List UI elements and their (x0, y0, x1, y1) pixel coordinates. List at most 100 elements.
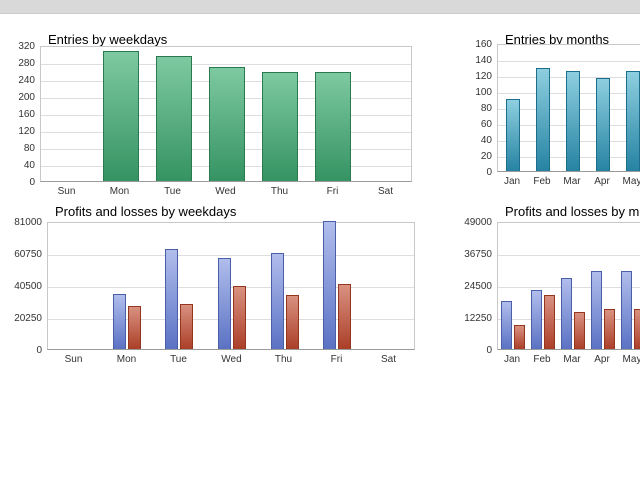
x-axis-label: Fri (326, 186, 339, 197)
gridline (48, 319, 414, 320)
bar (501, 301, 512, 349)
y-axis-label: 40 (23, 160, 35, 171)
bar (566, 71, 580, 171)
bar (531, 290, 542, 349)
y-axis-label: 160 (18, 109, 35, 120)
bar (128, 306, 141, 349)
plot-area (497, 222, 640, 350)
y-axis-label: 24500 (464, 281, 492, 292)
bar (514, 325, 525, 349)
x-axis-label: Apr (594, 354, 610, 365)
x-axis-label: Feb (533, 354, 551, 365)
bar (233, 286, 246, 349)
y-axis-label: 80 (480, 103, 492, 114)
bar (271, 253, 284, 349)
x-axis-label: May (622, 176, 640, 187)
chart-title: Profits and losses by months (505, 204, 640, 219)
y-axis-label: 40500 (14, 281, 42, 292)
y-axis-label: 120 (475, 71, 492, 82)
y-axis-label: 140 (475, 55, 492, 66)
bar (544, 295, 555, 349)
x-axis-label: Jan (503, 176, 521, 187)
x-axis-label: Feb (533, 176, 551, 187)
y-axis-label: 49000 (464, 217, 492, 228)
x-axis-label: Mar (563, 176, 581, 187)
bar (634, 309, 640, 349)
bar (262, 72, 298, 181)
bar (604, 309, 615, 349)
y-axis-label: 12250 (464, 313, 492, 324)
y-axis-label: 60 (480, 119, 492, 130)
bar (596, 78, 610, 171)
x-axis-label: Tue (164, 186, 181, 197)
top-strip (0, 0, 640, 14)
chart-title: Entries by months (505, 32, 610, 47)
x-axis-label: Thu (270, 186, 289, 197)
gridline (48, 255, 414, 256)
x-axis-label: Sun (57, 186, 76, 197)
x-axis-label: Tue (170, 354, 187, 365)
y-axis-label: 120 (18, 126, 35, 137)
x-axis-label: Sat (380, 354, 396, 365)
bar (323, 221, 336, 349)
y-axis-label: 0 (486, 345, 492, 356)
y-axis-label: 160 (475, 39, 492, 50)
x-axis-label: Mon (116, 354, 137, 365)
x-axis-label: Fri (330, 354, 343, 365)
y-axis-label: 100 (475, 87, 492, 98)
y-axis-label: 81000 (14, 217, 42, 228)
y-axis-label: 0 (486, 167, 492, 178)
plot-area (497, 44, 640, 172)
bar (113, 294, 126, 349)
y-axis-label: 80 (23, 143, 35, 154)
bar (536, 68, 550, 171)
chart-profits-losses-by-months: Profits and losses by months 0 12250 24500… (455, 200, 640, 372)
y-axis-label: 20250 (14, 313, 42, 324)
gridline (48, 287, 414, 288)
y-axis-label: 320 (18, 41, 35, 52)
y-axis-label: 40 (480, 135, 492, 146)
bar (626, 71, 640, 171)
y-axis-label: 0 (36, 345, 42, 356)
x-axis-label: Thu (274, 354, 293, 365)
bar (180, 304, 193, 349)
y-axis-label: 20 (480, 151, 492, 162)
bar (338, 284, 351, 349)
y-axis-label: 36750 (464, 249, 492, 260)
gridline (498, 255, 640, 256)
y-axis-label: 240 (18, 75, 35, 86)
x-axis-label: Mon (109, 186, 130, 197)
bar (561, 278, 572, 349)
chart-profits-losses-by-weekdays: Profits and losses by weekdays 0 20250 405… (8, 200, 438, 372)
x-axis-label: Mar (563, 354, 581, 365)
bar (165, 249, 178, 349)
chart-entries-by-weekdays: Entries by weekdays 0 40 80 120 160 200 240 280… (8, 28, 438, 200)
x-axis-label: Sat (377, 186, 393, 197)
x-axis-label: Jan (503, 354, 521, 365)
chart-title: Profits and losses by weekdays (55, 204, 237, 219)
x-axis-label: Sun (64, 354, 83, 365)
plot-area (40, 46, 412, 182)
plot-area (47, 221, 415, 350)
gridline (41, 64, 411, 65)
y-axis-label: 60750 (14, 249, 42, 260)
x-axis-label: May (622, 354, 640, 365)
bar (286, 295, 299, 349)
x-axis-label: Wed (221, 354, 242, 365)
bar (315, 72, 351, 181)
chart-entries-by-months: Entries by months 0 20 40 60 80 100 120 140 160 J… (470, 28, 640, 194)
x-axis-label: Wed (215, 186, 236, 197)
bar (621, 271, 632, 349)
bar (591, 271, 602, 349)
bar (574, 312, 585, 349)
y-axis-label: 0 (29, 177, 35, 188)
bar (156, 56, 192, 181)
bar (209, 67, 245, 181)
bar (103, 51, 139, 181)
gridline (498, 61, 640, 62)
x-axis-label: Apr (594, 176, 610, 187)
y-axis-label: 280 (18, 58, 35, 69)
y-axis-label: 200 (18, 92, 35, 103)
bar (506, 99, 520, 171)
